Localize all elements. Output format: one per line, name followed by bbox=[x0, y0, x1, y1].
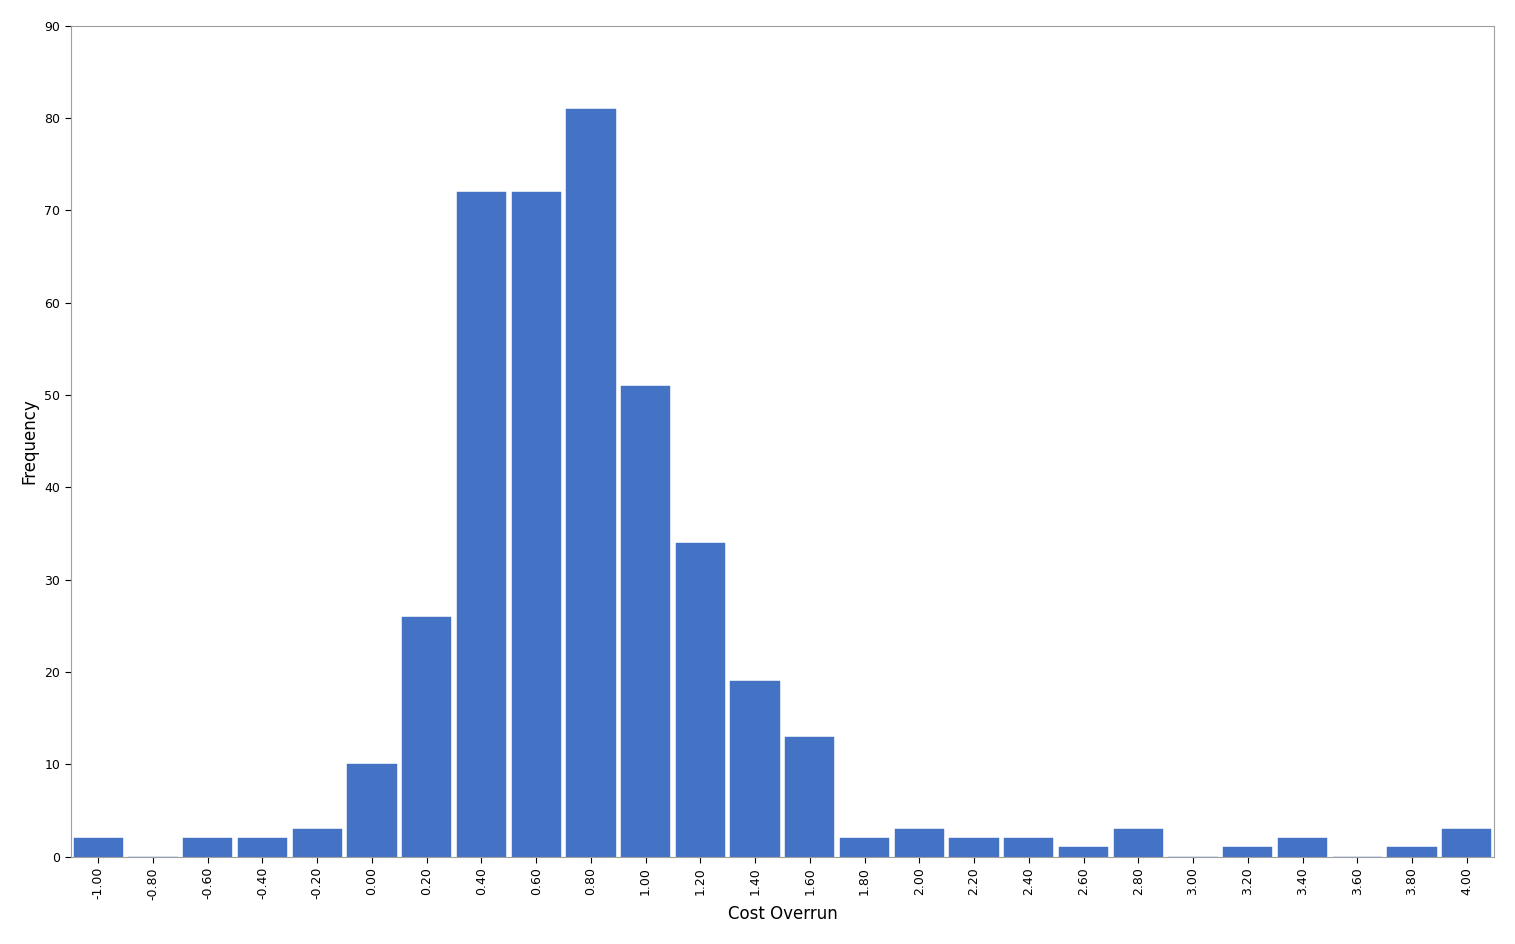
Bar bbox=[456, 192, 506, 857]
Bar bbox=[730, 682, 780, 857]
Y-axis label: Frequency: Frequency bbox=[21, 398, 39, 484]
Bar bbox=[1223, 848, 1273, 857]
Bar bbox=[895, 829, 944, 857]
Bar bbox=[512, 192, 561, 857]
X-axis label: Cost Overrun: Cost Overrun bbox=[727, 905, 838, 923]
Bar bbox=[347, 765, 397, 857]
Bar bbox=[621, 386, 670, 857]
Bar bbox=[676, 543, 726, 857]
Bar bbox=[567, 109, 615, 857]
Bar bbox=[785, 736, 835, 857]
Bar bbox=[238, 838, 286, 857]
Bar bbox=[1442, 829, 1491, 857]
Bar bbox=[292, 829, 342, 857]
Bar bbox=[74, 838, 123, 857]
Bar bbox=[401, 616, 451, 857]
Bar bbox=[1388, 848, 1436, 857]
Bar bbox=[183, 838, 232, 857]
Bar bbox=[839, 838, 889, 857]
Bar bbox=[1114, 829, 1164, 857]
Bar bbox=[1279, 838, 1327, 857]
Bar bbox=[1059, 848, 1107, 857]
Bar bbox=[1004, 838, 1053, 857]
Bar bbox=[950, 838, 998, 857]
